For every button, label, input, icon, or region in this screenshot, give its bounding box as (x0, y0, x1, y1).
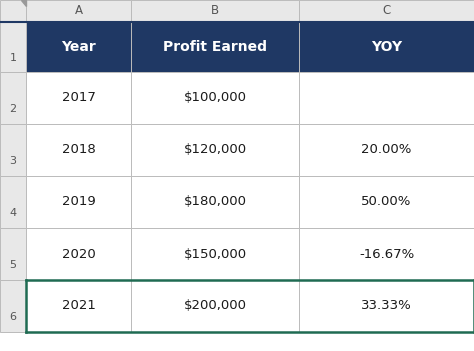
Bar (26, 22, 131, 72)
Bar (299, 72, 474, 124)
Bar (131, 228, 299, 280)
Text: 2019: 2019 (62, 196, 95, 208)
Text: 50.00%: 50.00% (361, 196, 412, 208)
Text: 2: 2 (9, 105, 17, 114)
Bar (0, 72, 26, 124)
Text: 2020: 2020 (62, 247, 95, 260)
Text: 5: 5 (9, 260, 17, 270)
Bar (131, 0, 299, 22)
Bar (131, 280, 299, 332)
Bar (26, 72, 131, 124)
Bar (26, 280, 131, 332)
Bar (0, 124, 26, 176)
Text: $100,000: $100,000 (183, 92, 246, 105)
Bar (131, 124, 299, 176)
Text: 3: 3 (9, 157, 17, 166)
Bar (26, 0, 131, 22)
Bar (299, 0, 474, 22)
Bar (0, 176, 26, 228)
Bar (26, 176, 131, 228)
Text: $120,000: $120,000 (183, 144, 246, 157)
Bar (131, 22, 299, 72)
Bar (0, 228, 26, 280)
Text: 1: 1 (9, 53, 17, 63)
Bar (299, 228, 474, 280)
Text: 4: 4 (9, 208, 17, 218)
Text: C: C (383, 5, 391, 18)
Text: Year: Year (61, 40, 96, 54)
Text: 2018: 2018 (62, 144, 95, 157)
Polygon shape (21, 0, 26, 6)
Bar (131, 72, 299, 124)
Text: A: A (74, 5, 82, 18)
Bar (299, 22, 474, 72)
Bar (26, 124, 131, 176)
Text: 33.33%: 33.33% (361, 299, 412, 312)
Text: 6: 6 (9, 312, 17, 323)
Bar (0, 280, 26, 332)
Bar (299, 124, 474, 176)
Bar (26, 228, 131, 280)
Text: Profit Earned: Profit Earned (163, 40, 267, 54)
Bar (299, 280, 474, 332)
Text: -16.67%: -16.67% (359, 247, 414, 260)
Text: $200,000: $200,000 (183, 299, 246, 312)
Bar (299, 176, 474, 228)
Text: B: B (211, 5, 219, 18)
Text: YOY: YOY (371, 40, 402, 54)
Text: 2017: 2017 (62, 92, 95, 105)
Text: $180,000: $180,000 (183, 196, 246, 208)
Text: $150,000: $150,000 (183, 247, 246, 260)
Text: 20.00%: 20.00% (361, 144, 412, 157)
Bar (131, 176, 299, 228)
Text: 2021: 2021 (62, 299, 95, 312)
Bar (0, 22, 26, 72)
Bar (0, 0, 26, 22)
